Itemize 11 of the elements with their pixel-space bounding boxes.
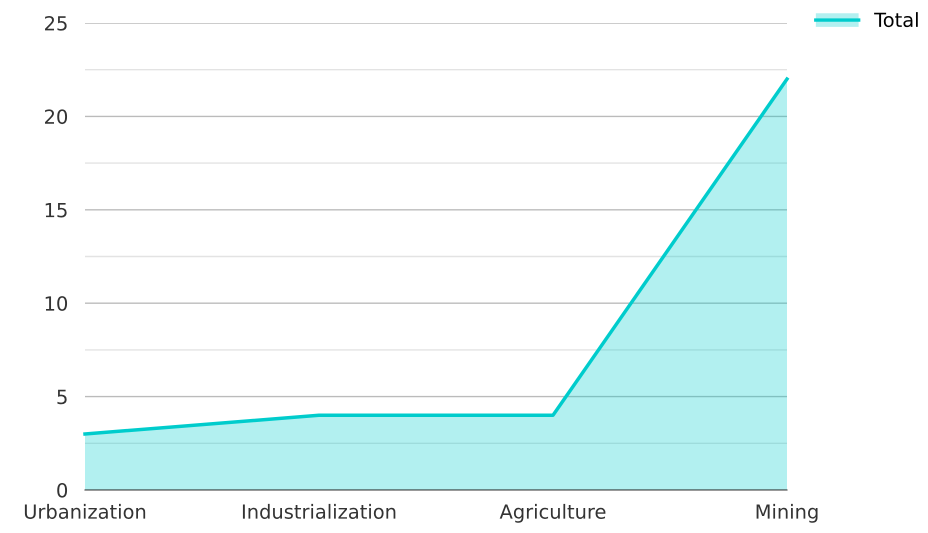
y-tick-label: 15: [46, 203, 67, 218]
x-tick-label: Industrialization: [242, 504, 396, 519]
y-tick-label: 20: [45, 109, 68, 124]
y-tick-label: 5: [57, 390, 67, 404]
x-tick-label: Mining: [756, 504, 818, 523]
y-tick-label: 10: [46, 296, 68, 311]
x-tick-label: Agriculture: [500, 504, 606, 523]
legend-label: Total: [874, 12, 918, 28]
y-tick-label: 0: [57, 482, 68, 498]
y-tick-label: 25: [45, 16, 67, 31]
x-tick-label: Urbanization: [24, 504, 146, 519]
